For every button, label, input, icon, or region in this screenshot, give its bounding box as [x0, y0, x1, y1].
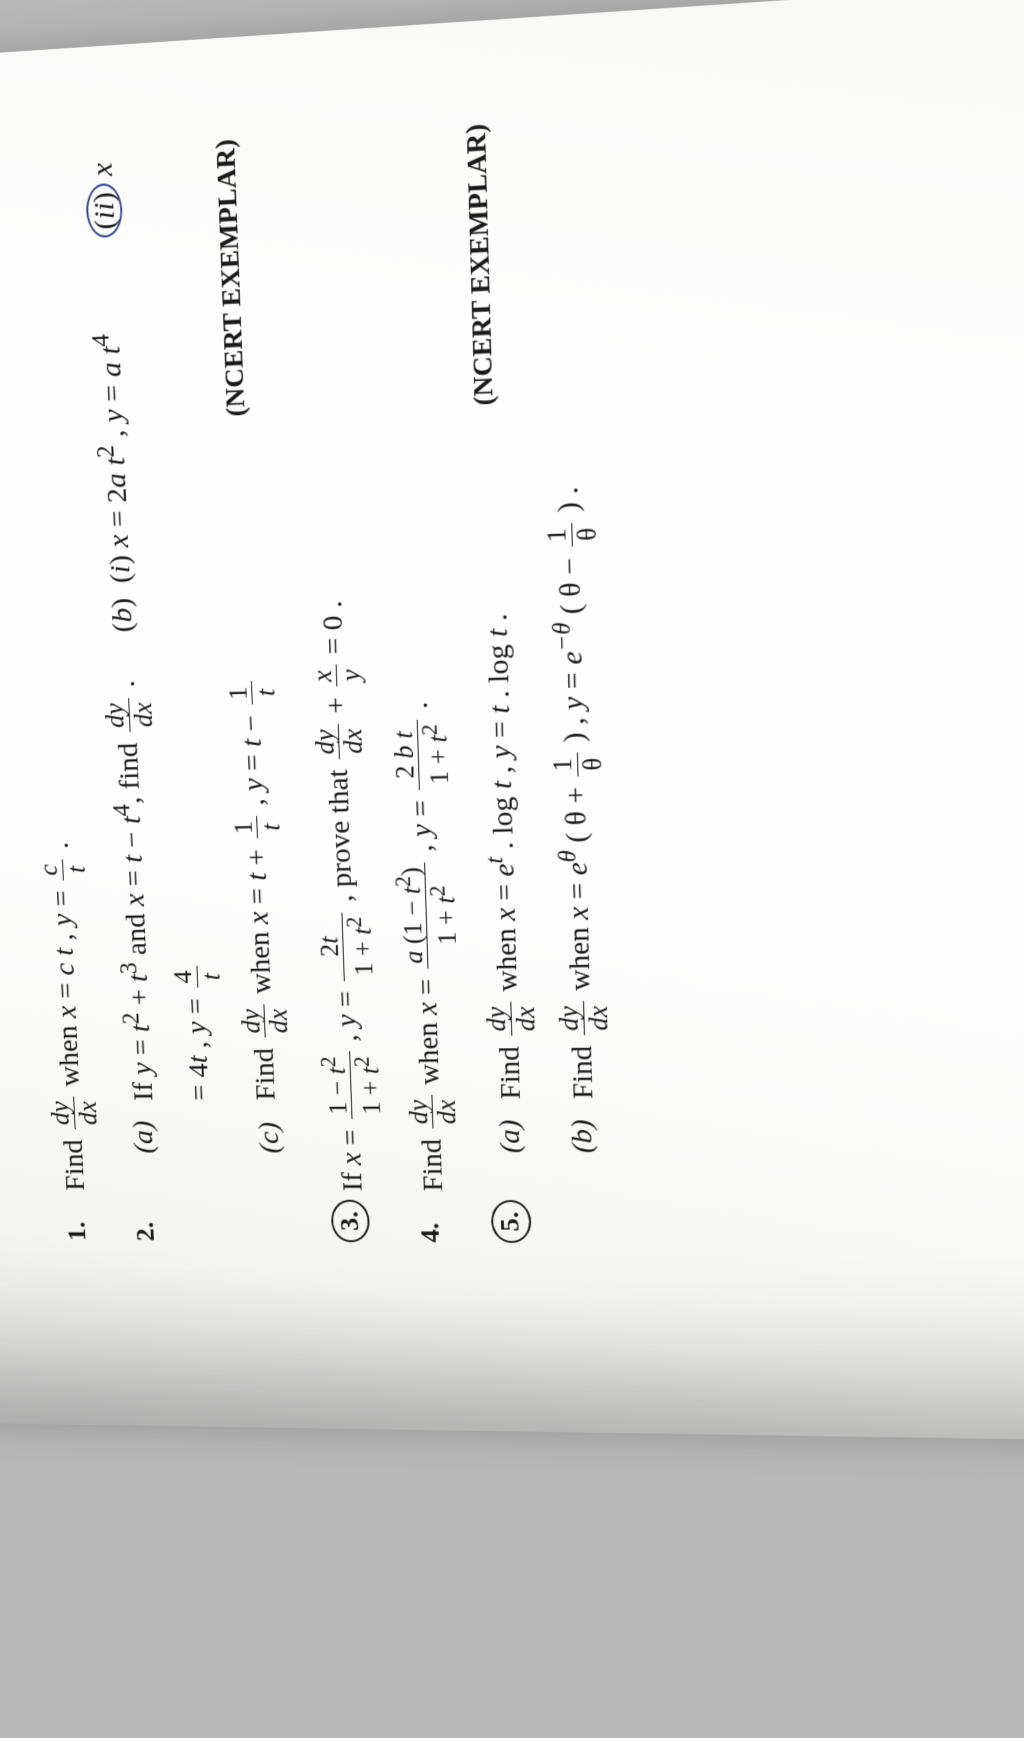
- sub-question-number: (c): [241, 1122, 296, 1154]
- question-list: 1.Find dydx when x = c t , y = ct .2.(a)…: [0, 108, 627, 1243]
- book-page: MATHEMATICS (+2) 505 DIFFERENTIABILITY E…: [0, 0, 1024, 1449]
- question-number: 5.: [484, 1200, 537, 1243]
- sub-question-body: Find dydx when x = eθ ( θ + 1θ ) , y = e…: [525, 109, 614, 1100]
- question-number: 2.: [121, 1222, 171, 1242]
- question: 5. (a) Find dydx when x = et . log t , y =…: [450, 108, 627, 1243]
- sub-question-body: Find dydx when x = et . log t , y = t . …: [450, 113, 541, 1099]
- page-scene: MATHEMATICS (+2) 505 DIFFERENTIABILITY E…: [0, 0, 1024, 1738]
- sub-question-number: (a): [482, 1120, 538, 1154]
- question-number: 4.: [404, 1223, 456, 1243]
- question: 2.(a)If y = t2 + t3 and x = t − t4, find…: [70, 128, 311, 1242]
- question-number: 1.: [52, 1221, 102, 1241]
- sub-question-number: (b): [554, 1119, 611, 1153]
- question-number: 3.: [324, 1200, 376, 1243]
- sub-question: (b) Find dydx when x = eθ ( θ + 1θ ) , y …: [525, 109, 615, 1154]
- sub-question-number: (a): [116, 1121, 171, 1154]
